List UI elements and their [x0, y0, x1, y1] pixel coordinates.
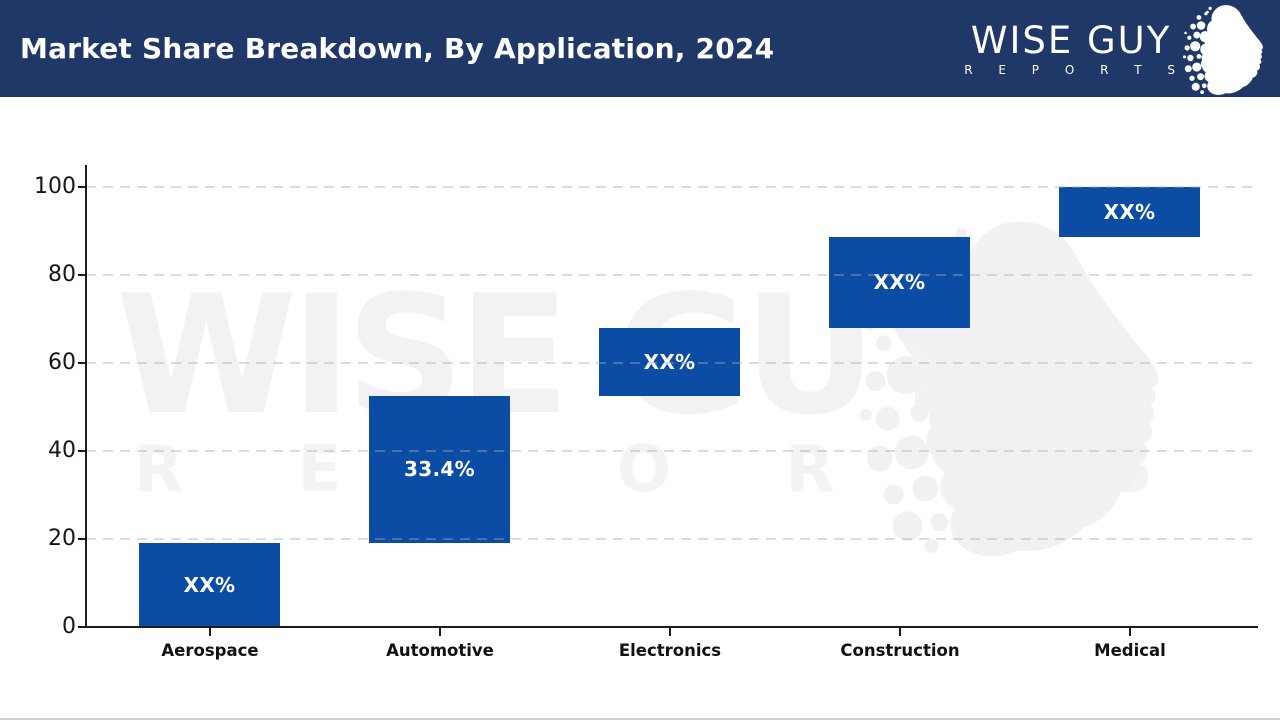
y-tick-label: 60 — [48, 350, 76, 375]
y-tick-label: 80 — [48, 262, 76, 287]
bar-construction: XX% — [829, 236, 970, 328]
brand-logo-text: WISE GUY R E P O R T S — [956, 22, 1186, 77]
brand-subtitle: R E P O R T S — [964, 63, 1186, 77]
bar-electronics: XX% — [599, 327, 740, 396]
x-category-label: Medical — [1094, 641, 1166, 660]
x-category-label: Electronics — [618, 641, 722, 660]
bar-value-label: XX% — [183, 572, 236, 597]
bar-aerospace: XX% — [139, 542, 280, 627]
page-title: Market Share Breakdown, By Application, … — [20, 32, 775, 65]
bar-automotive: 33.4% — [369, 396, 510, 543]
dotted-head-icon — [1182, 4, 1263, 95]
bar-value-label: XX% — [873, 270, 926, 295]
y-tick-label: 100 — [34, 174, 76, 199]
x-category-label: Construction — [840, 641, 960, 660]
y-tick-label: 0 — [62, 614, 76, 639]
bar-value-label: XX% — [643, 349, 696, 374]
bar-value-label: XX% — [1103, 199, 1156, 224]
header: Market Share Breakdown, By Application, … — [0, 0, 1280, 97]
y-tick-label: 20 — [48, 526, 76, 551]
brand-name: WISE GUY — [970, 19, 1172, 62]
y-tick-label: 40 — [48, 438, 76, 463]
bar-medical: XX% — [1059, 187, 1200, 237]
x-category-label: Aerospace — [161, 641, 259, 660]
x-category-label: Automotive — [386, 641, 494, 660]
bar-value-label: 33.4% — [404, 457, 475, 482]
brand-logo: WISE GUY R E P O R T S — [956, 2, 1268, 98]
